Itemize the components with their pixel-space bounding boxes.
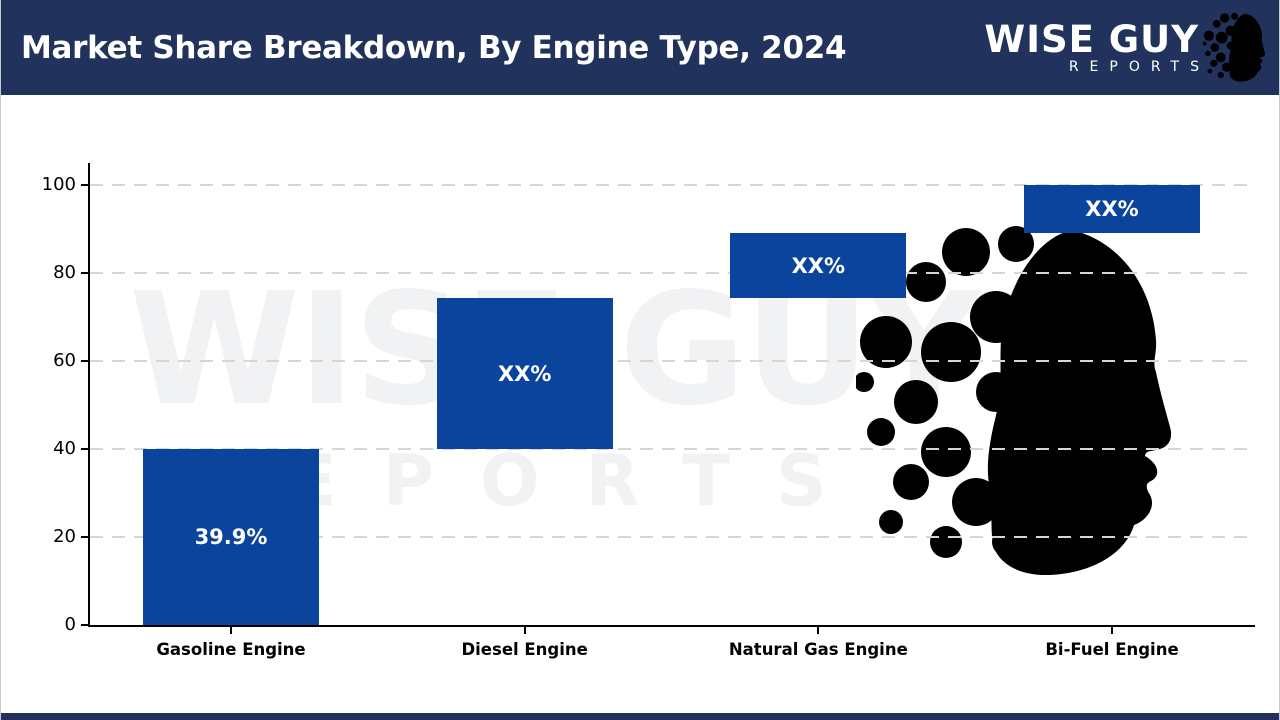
- y-tick-label: 60: [53, 350, 76, 371]
- gridline: [90, 272, 1255, 274]
- bar-diesel-engine: [436, 298, 613, 450]
- y-tick-label: 80: [53, 262, 76, 283]
- wiseguy-logo: WISE GUY REPORTS: [984, 6, 1267, 90]
- logo-wordmark: WISE GUY: [984, 17, 1199, 61]
- bar-gasoline-engine: [143, 449, 319, 625]
- y-tick: [81, 536, 88, 538]
- x-tick: [817, 627, 820, 634]
- bar-value-label-diesel-engine: XX%: [497, 361, 552, 386]
- x-tick: [230, 627, 232, 634]
- bar-value-label-natural-gas-engine: XX%: [791, 253, 846, 278]
- y-tick-label: 100: [41, 174, 76, 195]
- x-axis-label-gasoline-engine: Gasoline Engine: [156, 640, 306, 659]
- bar-bi-fuel-engine: [1024, 185, 1200, 233]
- footer-bar: [1, 713, 1279, 720]
- wiseguy-head-icon: [1203, 11, 1267, 85]
- logo-text: WISE GUY REPORTS: [984, 17, 1199, 75]
- gridline: [90, 448, 1255, 450]
- gridline: [90, 360, 1255, 362]
- bar-value-label-bi-fuel-engine: XX%: [1085, 196, 1139, 221]
- bar-value-label-gasoline-engine: 39.9%: [194, 525, 268, 550]
- y-tick: [81, 184, 88, 186]
- page-title: Market Share Breakdown, By Engine Type, …: [21, 29, 847, 66]
- x-tick: [1111, 627, 1113, 634]
- gridline: [90, 536, 1255, 538]
- y-tick: [81, 360, 88, 362]
- x-axis-label-natural-gas-engine: Natural Gas Engine: [728, 640, 908, 659]
- header: Market Share Breakdown, By Engine Type, …: [1, 0, 1279, 95]
- bar-natural-gas-engine: [730, 232, 907, 299]
- x-axis-line: [88, 625, 1255, 627]
- y-tick-label: 40: [53, 438, 76, 459]
- y-tick: [81, 624, 88, 626]
- y-axis-line: [88, 163, 90, 627]
- y-tick-label: 0: [64, 614, 76, 635]
- x-axis-label-bi-fuel-engine: Bi-Fuel Engine: [1045, 640, 1179, 659]
- y-tick: [81, 448, 88, 450]
- x-axis-label-diesel-engine: Diesel Engine: [461, 640, 588, 659]
- logo-subtext: REPORTS: [1068, 58, 1210, 75]
- y-tick-label: 20: [53, 526, 76, 547]
- x-tick: [523, 627, 526, 634]
- y-tick: [81, 272, 88, 274]
- gridline: [90, 184, 1255, 186]
